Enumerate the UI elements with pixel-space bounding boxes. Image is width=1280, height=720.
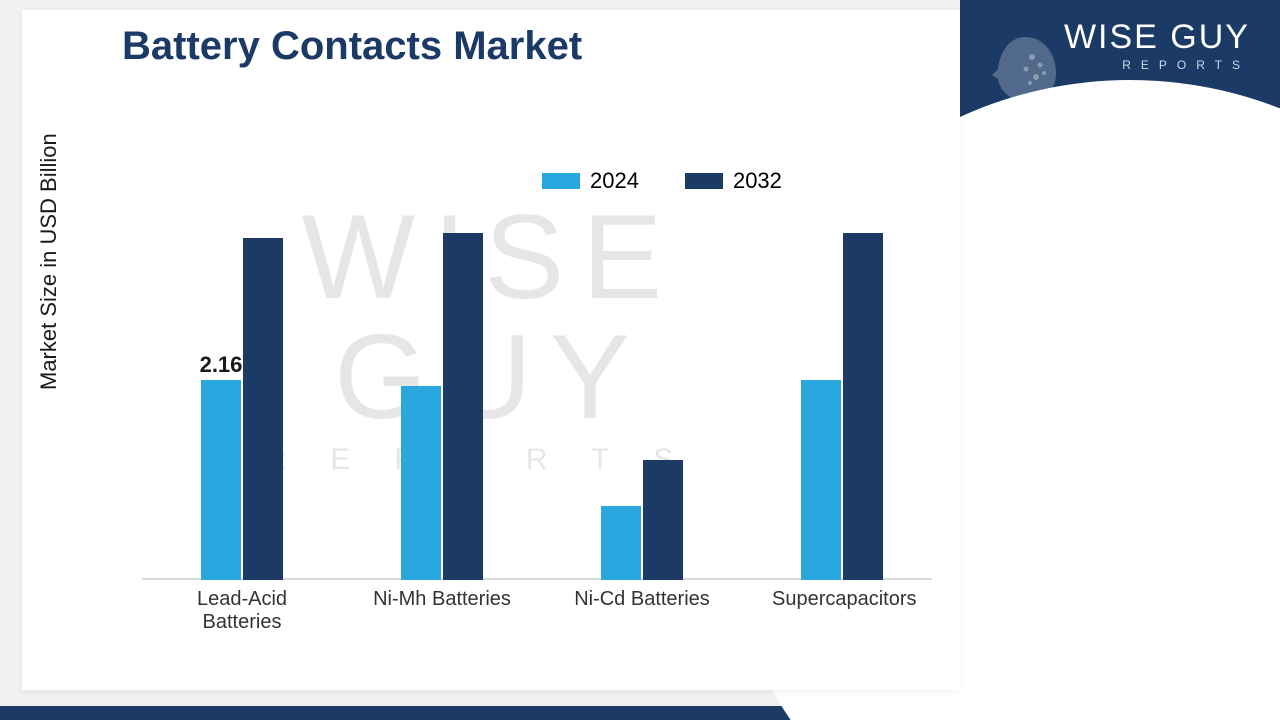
bar: [601, 506, 641, 580]
legend-swatch-2024: [542, 173, 580, 189]
bar: [801, 380, 841, 580]
legend: 2024 2032: [542, 168, 782, 194]
legend-item-2032: 2032: [685, 168, 782, 194]
legend-label-2024: 2024: [590, 168, 639, 194]
category-label: Ni-Cd Batteries: [572, 588, 712, 611]
bar-pair: [801, 210, 883, 580]
bar-pair: [401, 210, 483, 580]
bar: [201, 380, 241, 580]
chart-card: WISE GUY REPORTS Battery Contacts Market…: [22, 10, 960, 690]
y-axis-label: Market Size in USD Billion: [36, 133, 62, 390]
legend-swatch-2032: [685, 173, 723, 189]
bar: [843, 233, 883, 580]
chart-title: Battery Contacts Market: [122, 24, 582, 69]
bar: [401, 386, 441, 580]
bar: [643, 460, 683, 580]
bar-pair: [201, 210, 283, 580]
brand-logo: WISE GUY REPORTS: [1064, 20, 1250, 72]
head-silhouette-icon: [990, 35, 1060, 115]
category-label: Supercapacitors: [772, 588, 912, 611]
legend-item-2024: 2024: [542, 168, 639, 194]
category-label: Lead-Acid Batteries: [172, 588, 312, 634]
logo-main-text: WISE GUY: [1064, 20, 1250, 54]
plot-area: [142, 210, 932, 580]
category-label: Ni-Mh Batteries: [372, 588, 512, 611]
logo-sub-text: REPORTS: [1064, 58, 1250, 72]
bar-pair: [601, 210, 683, 580]
bar-value-label: 2.16: [200, 352, 243, 378]
page: WISE GUY REPORTS WISE GUY REPORTS Batter…: [0, 0, 1280, 720]
legend-label-2032: 2032: [733, 168, 782, 194]
bar: [243, 238, 283, 580]
bar: [443, 233, 483, 580]
